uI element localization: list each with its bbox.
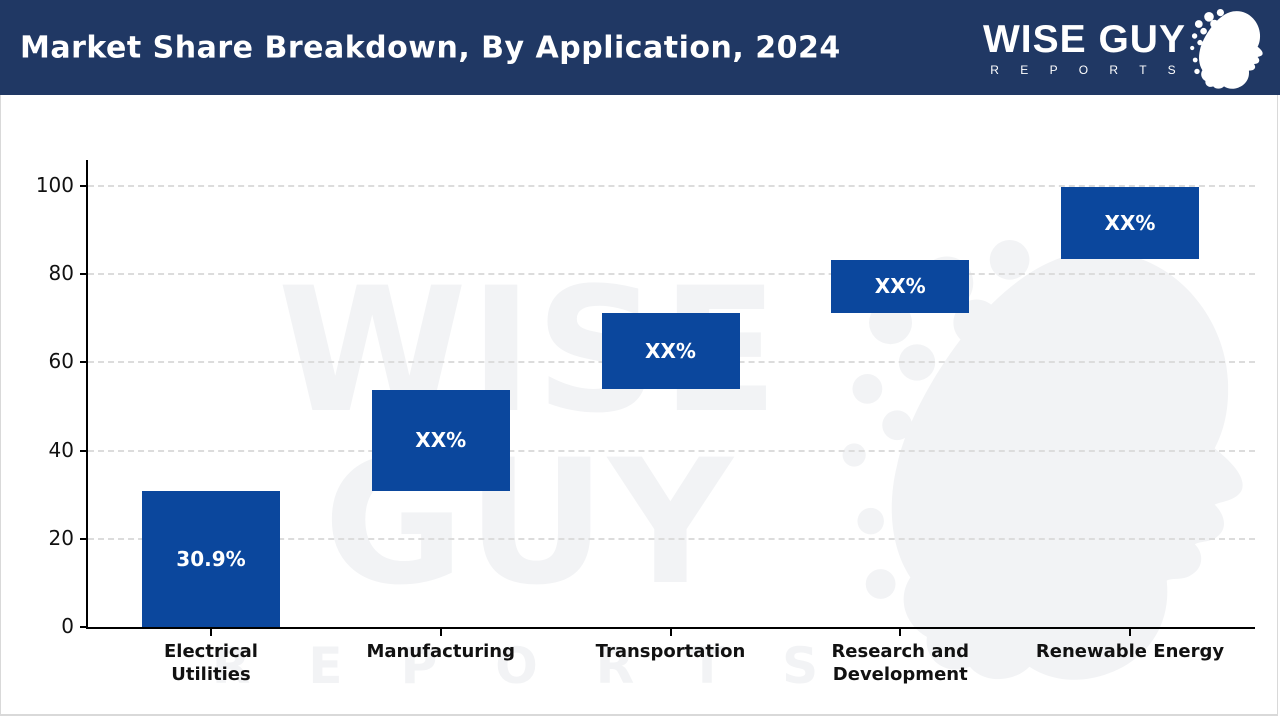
x-axis-label-4: Renewable Energy xyxy=(1020,640,1240,663)
bar-research-and-development: XX% xyxy=(831,260,970,313)
bar-electrical-utilities: 30.9% xyxy=(142,490,280,627)
y-tick-label-40: 40 xyxy=(48,437,74,462)
x-tick-2 xyxy=(669,629,672,636)
gridline-40 xyxy=(88,449,1255,452)
y-tick-label-100: 100 xyxy=(35,173,74,197)
y-tick-0 xyxy=(80,626,88,628)
x-axis xyxy=(86,627,1255,629)
x-tick-0 xyxy=(210,629,212,636)
page-title: Market Share Breakdown, By Application, … xyxy=(20,30,841,65)
x-axis-label-line: Utilities xyxy=(171,664,251,686)
x-axis-label-0: Electrical Utilities xyxy=(101,640,321,687)
bar-transportation: XX% xyxy=(601,312,740,390)
gridline-80 xyxy=(88,273,1255,276)
gridline-100 xyxy=(88,185,1255,187)
brand-logo: WISE GUY R E P O R T S xyxy=(983,4,1266,92)
bar-renewable-energy: XX% xyxy=(1061,186,1199,259)
x-axis-label-line: Research and xyxy=(831,641,970,662)
x-axis-label-1: Manufacturing xyxy=(331,640,551,663)
brand-logo-text: WISE GUY R E P O R T S xyxy=(983,20,1186,77)
x-axis-label-line: Manufacturing xyxy=(366,641,516,662)
y-tick-label-80: 80 xyxy=(48,261,74,286)
brand-subname: R E P O R T S xyxy=(990,62,1185,77)
y-tick-label-0: 0 xyxy=(61,614,74,638)
bar-value-label: XX% xyxy=(1104,210,1156,235)
x-tick-4 xyxy=(1129,629,1131,636)
bar-value-label: XX% xyxy=(415,428,467,453)
y-tick-60 xyxy=(80,361,88,364)
brand-name: WISE GUY xyxy=(982,17,1186,61)
x-axis-label-line: Transportation xyxy=(595,641,746,662)
x-tick-1 xyxy=(439,629,442,636)
y-axis xyxy=(86,160,88,629)
y-tick-label-60: 60 xyxy=(48,349,74,374)
brand-face-icon xyxy=(1190,9,1263,89)
y-tick-20 xyxy=(80,537,88,540)
x-axis-label-line: Renewable Energy xyxy=(1035,641,1225,662)
y-tick-80 xyxy=(80,273,88,276)
x-axis-label-line: Development xyxy=(832,664,968,686)
bar-value-label: XX% xyxy=(645,338,696,363)
y-tick-100 xyxy=(80,185,88,187)
x-axis-label-2: Transportation xyxy=(561,640,781,663)
header: Market Share Breakdown, By Application, … xyxy=(0,0,1280,95)
bar-value-label: XX% xyxy=(874,274,926,299)
y-tick-40 xyxy=(80,449,88,452)
x-axis-label-line: Electrical xyxy=(164,641,258,662)
y-tick-label-20: 20 xyxy=(48,525,74,550)
x-tick-3 xyxy=(899,629,902,636)
gridline-20 xyxy=(88,537,1255,540)
bar-manufacturing: XX% xyxy=(371,390,510,491)
bar-value-label: 30.9% xyxy=(176,546,246,571)
x-axis-label-3: Research and Development xyxy=(790,640,1010,687)
